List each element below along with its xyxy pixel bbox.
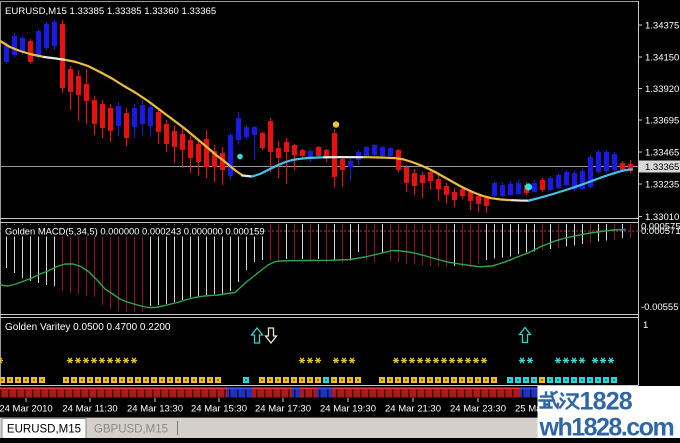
svg-text:1828: 1828 <box>580 388 633 416</box>
svg-text:EURUSD,M15: EURUSD,M15 <box>7 424 81 436</box>
svg-text:24 Mar 19:30: 24 Mar 19:30 <box>320 404 376 415</box>
svg-text:EURUSD,M15 1.33385 1.33385 1.: EURUSD,M15 1.33385 1.33385 1.33360 1.333… <box>5 6 216 17</box>
svg-text:1: 1 <box>643 320 648 331</box>
svg-text:24 Mar 2010: 24 Mar 2010 <box>0 404 53 415</box>
svg-text:24 Mar 11:30: 24 Mar 11:30 <box>62 404 117 415</box>
svg-text:1.33695: 1.33695 <box>645 116 679 127</box>
svg-text:1.33235: 1.33235 <box>645 180 679 191</box>
svg-text:24 Mar 13:30: 24 Mar 13:30 <box>127 404 183 415</box>
svg-text:GBPUSD,M15: GBPUSD,M15 <box>94 424 168 436</box>
svg-text:1.34375: 1.34375 <box>645 21 679 32</box>
svg-text:1.33920: 1.33920 <box>645 84 679 95</box>
svg-text:1.34150: 1.34150 <box>645 53 679 64</box>
svg-text:wh1828.com: wh1828.com <box>539 414 674 439</box>
svg-text:0.000571: 0.000571 <box>641 226 680 237</box>
svg-text:24 Mar 15:30: 24 Mar 15:30 <box>191 404 247 415</box>
svg-text:24 Mar 23:30: 24 Mar 23:30 <box>450 404 506 415</box>
svg-text:Golden Varitey 0.0500 0.4700 0: Golden Varitey 0.0500 0.4700 0.2200 <box>5 322 171 333</box>
svg-text:-0.00555: -0.00555 <box>641 302 679 313</box>
svg-text:24 Mar 17:30: 24 Mar 17:30 <box>255 404 311 415</box>
svg-text:Golden MACD(5,34,5) 0.000000 0: Golden MACD(5,34,5) 0.000000 0.000243 0.… <box>5 226 265 237</box>
svg-text:24 Mar 21:30: 24 Mar 21:30 <box>385 404 441 415</box>
svg-text:1.33465: 1.33465 <box>645 148 679 159</box>
svg-text:1.33365: 1.33365 <box>645 162 679 173</box>
